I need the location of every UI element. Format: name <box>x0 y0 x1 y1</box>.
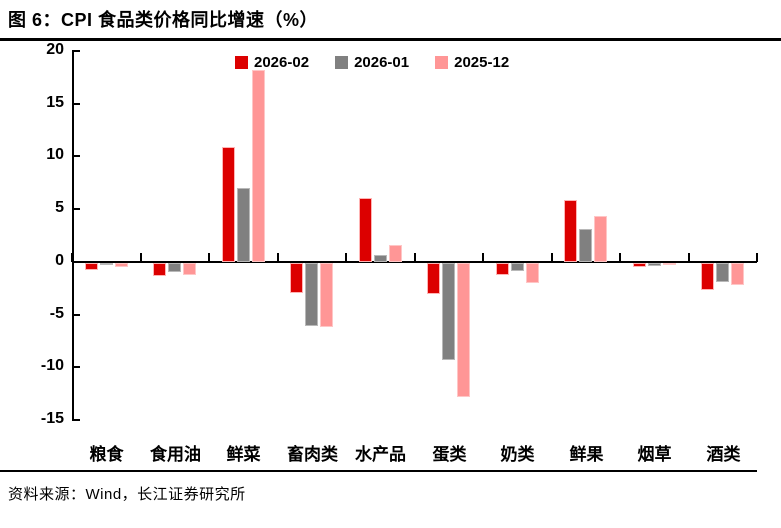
bar-2025-12-鲜果 <box>594 216 607 262</box>
y-axis-tick <box>72 419 80 421</box>
legend-item-2026-02: 2026-02 <box>235 54 309 71</box>
y-axis-tick-label: 0 <box>55 252 64 269</box>
y-axis-tick <box>72 208 80 210</box>
bar-2025-12-鲜菜 <box>252 70 265 262</box>
bar-2026-01-鲜果 <box>579 229 592 262</box>
x-axis-label-2: 鲜菜 <box>226 445 261 464</box>
y-axis-tick-label: 20 <box>46 41 64 58</box>
legend-swatch-icon <box>235 56 248 69</box>
x-axis-label-3: 畜肉类 <box>287 445 338 464</box>
legend-swatch-icon <box>335 56 349 69</box>
x-axis-tick <box>619 253 621 262</box>
x-axis-tick <box>71 253 73 262</box>
x-axis-tick <box>277 253 279 262</box>
bar-2026-02-水产品 <box>359 198 372 262</box>
y-axis-tick-label: 10 <box>46 146 64 163</box>
bar-2026-02-食用油 <box>153 263 166 276</box>
legend-label: 2026-02 <box>254 54 310 71</box>
x-axis-label-5: 蛋类 <box>432 445 467 464</box>
y-axis-tick-label: 15 <box>46 94 64 111</box>
bar-2025-12-粮食 <box>115 263 128 267</box>
legend-item-2026-01: 2026-01 <box>335 54 409 71</box>
bar-2026-01-蛋类 <box>442 263 455 360</box>
legend-label: 2026-01 <box>354 54 410 71</box>
bar-2025-12-蛋类 <box>457 263 470 397</box>
bar-2026-02-酒类 <box>701 263 714 290</box>
y-axis-tick <box>72 103 80 105</box>
x-axis-label-4: 水产品 <box>355 445 406 464</box>
bar-2026-02-鲜果 <box>564 200 577 262</box>
x-axis-tick <box>551 253 553 262</box>
x-axis-tick <box>688 253 690 262</box>
x-axis-tick <box>208 253 210 262</box>
bar-2026-01-酒类 <box>716 263 729 282</box>
bar-2026-02-蛋类 <box>427 263 440 294</box>
bar-2026-02-奶类 <box>496 263 509 275</box>
bar-2025-12-酒类 <box>731 263 744 285</box>
bar-2026-02-鲜菜 <box>222 147 235 262</box>
bar-2026-02-畜肉类 <box>290 263 303 293</box>
y-axis-tick <box>72 50 80 52</box>
chart-legend: 2026-02 2026-01 2025-12 <box>235 54 509 71</box>
zero-baseline <box>72 261 757 263</box>
x-axis-label-1: 食用油 <box>150 445 201 464</box>
bar-2025-12-烟草 <box>663 263 676 265</box>
bar-2026-01-烟草 <box>648 263 661 266</box>
x-axis-tick <box>756 253 758 262</box>
bar-2026-02-烟草 <box>633 263 646 267</box>
y-axis-tick-label: -10 <box>40 357 64 374</box>
bar-2025-12-奶类 <box>526 263 539 283</box>
x-axis-label-9: 酒类 <box>706 445 741 464</box>
bar-2025-12-水产品 <box>389 245 402 262</box>
y-axis-tick-label: -15 <box>40 410 64 427</box>
legend-label: 2025-12 <box>454 54 510 71</box>
y-axis-line <box>72 51 74 420</box>
x-axis-label-6: 奶类 <box>500 445 535 464</box>
x-axis-tick <box>482 253 484 262</box>
bar-2026-01-粮食 <box>100 263 113 265</box>
x-axis-label-7: 鲜果 <box>569 445 604 464</box>
bar-2026-01-食用油 <box>168 263 181 272</box>
bar-2025-12-食用油 <box>183 263 196 275</box>
y-axis-tick <box>72 366 80 368</box>
y-axis-tick-label: -5 <box>49 305 64 322</box>
source-note: 资料来源：Wind，长江证券研究所 <box>8 486 246 503</box>
figure-title: 图 6：CPI 食品类价格同比增速（%） <box>8 10 319 30</box>
x-axis-tick <box>140 253 142 262</box>
bar-2026-01-奶类 <box>511 263 524 271</box>
x-axis-label-8: 烟草 <box>637 445 672 464</box>
legend-swatch-icon <box>435 56 449 69</box>
bar-2025-12-畜肉类 <box>320 263 333 327</box>
y-axis-tick <box>72 314 80 316</box>
bottom-divider <box>0 470 757 472</box>
x-axis-tick <box>345 253 347 262</box>
x-axis-tick <box>414 253 416 262</box>
bar-chart: 20 15 10 5 0 -5 -10 -15 粮食 食用油 鲜菜 畜肉类 水产品 蛋类 奶类 鲜果 烟草 酒类 2… <box>0 41 781 470</box>
title-divider <box>0 38 781 41</box>
y-axis-tick-label: 5 <box>55 199 64 216</box>
x-axis-label-0: 粮食 <box>89 445 124 464</box>
bar-2026-01-畜肉类 <box>305 263 318 326</box>
legend-item-2025-12: 2025-12 <box>435 54 509 71</box>
y-axis-tick <box>72 155 80 157</box>
bar-2026-02-粮食 <box>85 263 98 270</box>
bar-2026-01-水产品 <box>374 255 387 262</box>
bar-2026-01-鲜菜 <box>237 188 250 262</box>
